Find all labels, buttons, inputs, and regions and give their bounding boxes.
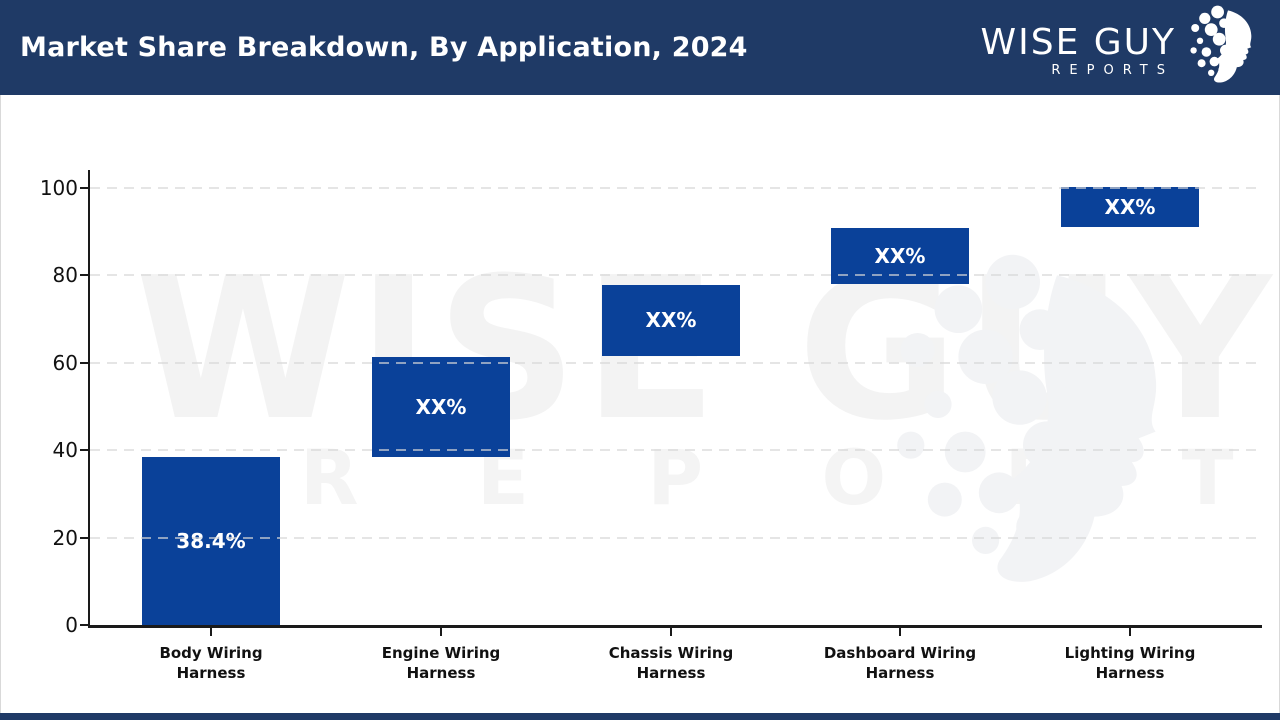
bar-body-wiring-harness: 38.4% <box>142 457 280 625</box>
gridline-60 <box>90 361 1262 364</box>
category-label-engine-wiring-harness: Engine Wiring Harness <box>381 644 501 683</box>
y-tick-label: 80 <box>52 263 78 287</box>
gridline-100 <box>90 186 1262 189</box>
y-axis-line <box>88 170 90 627</box>
y-tick-100 <box>80 186 88 189</box>
y-tick-label: 0 <box>65 613 78 637</box>
x-tick-engine-wiring-harness <box>440 628 442 636</box>
category-label-body-wiring-harness: Body Wiring Harness <box>159 644 263 683</box>
bar-engine-wiring-harness: XX% <box>372 357 510 457</box>
y-tick-60 <box>80 361 88 364</box>
y-tick-40 <box>80 449 88 451</box>
y-tick-label: 20 <box>52 525 78 550</box>
logo-text: WISE GUY REPORTS <box>980 21 1177 79</box>
bar-lighting-wiring-harness: XX% <box>1061 187 1199 227</box>
x-tick-lighting-wiring-harness <box>1129 628 1131 636</box>
wise-guy-reports-logo: WISE GUY REPORTS <box>981 4 1267 92</box>
logo-wordmark: WISE GUY <box>980 21 1176 63</box>
footer-bar <box>0 713 1280 720</box>
category-label-lighting-wiring-harness: Lighting Wiring Harness <box>1064 644 1196 683</box>
y-tick-0 <box>80 624 88 626</box>
gridline-80 <box>90 274 1262 276</box>
y-tick-label: 60 <box>52 350 78 375</box>
x-tick-dashboard-wiring-harness <box>899 628 901 636</box>
bar-value-label: XX% <box>874 243 926 268</box>
category-label-dashboard-wiring-harness: Dashboard Wiring Harness <box>823 644 977 683</box>
bar-value-label: 38.4% <box>176 529 246 553</box>
y-tick-20 <box>80 536 88 539</box>
y-tick-80 <box>80 274 88 276</box>
category-label-chassis-wiring-harness: Chassis Wiring Harness <box>608 644 734 683</box>
header-bar: Market Share Breakdown, By Application, … <box>0 0 1280 95</box>
gridline-40 <box>90 449 1262 451</box>
bar-value-label: XX% <box>645 308 697 333</box>
x-tick-body-wiring-harness <box>210 628 212 636</box>
gridline-20 <box>90 536 1262 539</box>
watermark-head-icon <box>870 215 1210 655</box>
dotted-head-icon <box>1182 4 1266 92</box>
x-axis-line <box>88 625 1262 628</box>
x-tick-chassis-wiring-harness <box>670 628 672 636</box>
waterfall-chart: 38.4% XX% XX% XX% XX% 0 20 40 60 80 100 Body Wiring… <box>0 95 1280 713</box>
page-title: Market Share Breakdown, By Application, … <box>20 32 748 63</box>
bar-value-label: XX% <box>1104 194 1156 219</box>
bar-value-label: XX% <box>415 395 467 420</box>
logo-subtitle: REPORTS <box>1051 63 1174 79</box>
y-tick-label: 100 <box>39 175 78 200</box>
bar-chassis-wiring-harness: XX% <box>602 284 740 356</box>
y-tick-label: 40 <box>52 438 78 462</box>
